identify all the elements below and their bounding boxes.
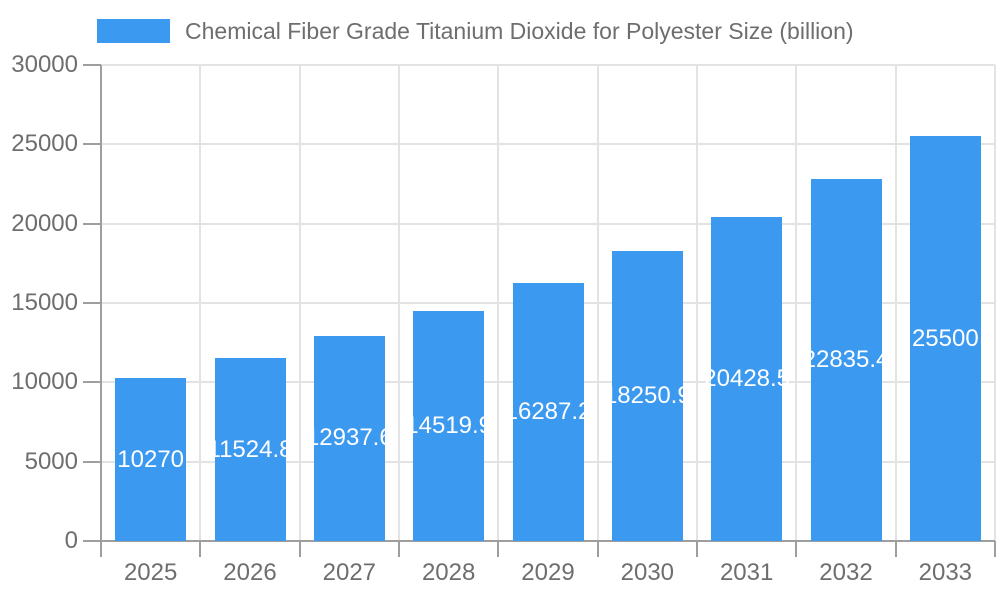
x-axis-tick	[795, 541, 798, 557]
y-axis-tick	[83, 460, 101, 463]
x-axis-tick	[596, 541, 599, 557]
x-axis-tick	[994, 541, 996, 557]
bar-value-label: 18250.9	[603, 382, 691, 410]
x-axis-tick	[497, 541, 500, 557]
bar-value-label: 22835.4	[802, 345, 890, 373]
x-gridline	[795, 65, 798, 541]
y-axis-tick	[83, 64, 101, 66]
x-gridline	[398, 65, 400, 541]
x-tick-label: 2033	[918, 559, 973, 586]
bar[interactable]	[611, 251, 683, 541]
x-tick-label: 2029	[521, 559, 575, 586]
bar[interactable]	[711, 216, 783, 541]
bar-value-label: 25500	[911, 324, 979, 352]
x-axis-tick	[398, 541, 400, 557]
y-tick-label: 15000	[11, 289, 78, 316]
x-tick-label: 2030	[620, 559, 675, 586]
bar[interactable]	[214, 358, 286, 541]
x-gridline	[298, 65, 301, 541]
x-tick-label: 2031	[719, 559, 774, 586]
x-gridline	[696, 65, 698, 541]
y-tick-label: 30000	[11, 51, 78, 78]
legend-marker-swatch	[97, 19, 170, 43]
x-tick-label: 2032	[819, 559, 873, 586]
y-axis-tick	[83, 222, 101, 225]
legend[interactable]: Chemical Fiber Grade Titanium Dioxide fo…	[97, 17, 854, 45]
y-tick-label: 25000	[11, 130, 78, 158]
x-gridline	[199, 65, 202, 541]
y-axis-tick	[83, 302, 101, 304]
x-axis-tick	[199, 541, 202, 557]
x-tick-label: 2025	[123, 559, 178, 586]
y-tick-label: 5000	[24, 447, 78, 475]
y-gridline	[101, 222, 995, 225]
x-tick-label: 2026	[223, 559, 277, 586]
x-axis-tick	[696, 541, 698, 557]
bar-value-label: 12937.6	[305, 424, 393, 452]
y-axis-tick	[83, 381, 101, 384]
x-axis-line	[83, 540, 995, 542]
bar[interactable]	[810, 178, 882, 541]
x-tick-label: 2027	[322, 559, 377, 586]
y-tick-label: 20000	[11, 209, 78, 237]
y-gridline	[101, 64, 995, 66]
bar-value-label: 11524.8	[207, 435, 293, 463]
bar-value-label: 20428.5	[703, 364, 791, 392]
y-axis-tick	[83, 143, 101, 146]
bar[interactable]	[909, 136, 981, 541]
x-gridline	[994, 65, 996, 541]
bar[interactable]	[512, 282, 584, 541]
bar[interactable]	[413, 310, 485, 541]
x-gridline	[497, 65, 500, 541]
legend-label: Chemical Fiber Grade Titanium Dioxide fo…	[185, 17, 854, 44]
bar[interactable]	[313, 335, 385, 541]
bar-value-label: 16287.2	[504, 397, 592, 425]
y-tick-label: 0	[64, 527, 78, 554]
x-axis-tick	[894, 541, 897, 557]
bar-value-label: 10270	[117, 445, 185, 473]
x-tick-label: 2028	[421, 559, 476, 586]
x-gridline	[596, 65, 599, 541]
x-gridline	[894, 65, 897, 541]
bar-value-label: 14519.9	[405, 411, 493, 439]
y-gridline	[101, 143, 995, 146]
bar[interactable]	[115, 378, 187, 541]
y-axis-line	[100, 65, 102, 557]
x-axis-tick	[298, 541, 301, 557]
y-tick-label: 10000	[11, 368, 78, 396]
